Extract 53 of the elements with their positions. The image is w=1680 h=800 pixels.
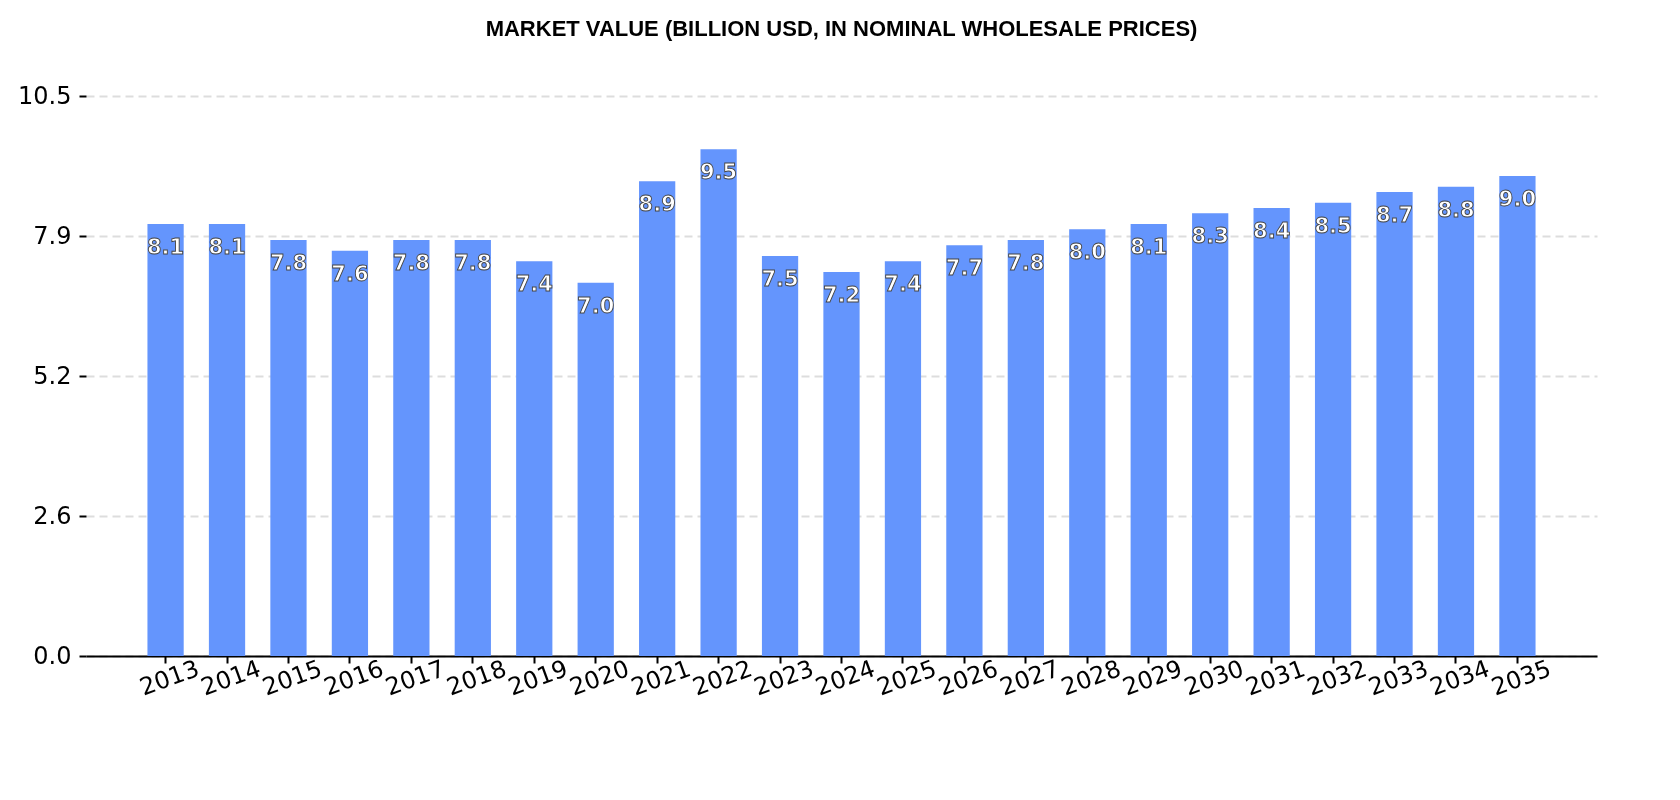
bar: [1192, 213, 1229, 656]
data-label: 7.2: [822, 283, 861, 307]
data-label: 8.8: [1437, 197, 1475, 222]
y-tick-label: 2.6: [33, 501, 72, 530]
bar: [577, 282, 614, 656]
data-label: 7.8: [392, 251, 430, 275]
bar: [270, 240, 307, 656]
bar: [331, 250, 369, 656]
data-label: 8.1: [1130, 235, 1168, 259]
data-label: 8.1: [208, 235, 246, 259]
data-label: 8.5: [1314, 213, 1352, 238]
data-label: 7.5: [761, 267, 799, 291]
bar: [761, 256, 799, 656]
y-tick-label: 7.9: [33, 221, 72, 250]
data-label: 8.3: [1191, 224, 1229, 249]
bar: [884, 261, 922, 656]
bar: [1314, 202, 1352, 656]
data-label: 9.5: [700, 160, 738, 185]
data-label: 8.9: [638, 192, 676, 217]
y-tick-label: 5.2: [33, 361, 72, 390]
bar: [823, 272, 860, 656]
data-label: 7.4: [884, 272, 922, 297]
data-label: 8.7: [1375, 203, 1414, 227]
bar: [639, 181, 676, 656]
bar: [147, 224, 184, 656]
bar: [516, 261, 553, 656]
data-label: 8.0: [1068, 240, 1106, 265]
chart-title: MARKET VALUE (BILLION USD, IN NOMINAL WHOLESALE PRICES): [485, 16, 1198, 41]
bar: [454, 240, 491, 656]
data-label: 7.8: [454, 251, 492, 275]
data-label: 7.0: [577, 293, 615, 318]
bar: [1437, 186, 1475, 656]
bar: [946, 245, 983, 656]
data-label: 8.1: [146, 235, 185, 259]
data-label: 7.4: [515, 272, 553, 297]
bar: [1007, 240, 1044, 656]
bar: [1130, 224, 1167, 656]
data-label: 7.6: [331, 261, 369, 286]
data-label: 7.7: [945, 256, 983, 281]
bar: [700, 149, 737, 656]
bar: [1499, 176, 1536, 656]
data-label: 7.8: [269, 251, 308, 275]
y-tick-label: 0.0: [33, 641, 72, 670]
data-label: 7.8: [1007, 251, 1045, 275]
data-label: 8.4: [1253, 219, 1291, 243]
bar: [1253, 208, 1290, 656]
x-tick-label: 2035: [1487, 654, 1555, 702]
y-tick-label: 10.5: [18, 81, 72, 110]
data-label: 9.0: [1498, 187, 1537, 211]
bar: [1376, 192, 1413, 656]
bar: [208, 224, 246, 656]
bar: [1069, 229, 1106, 656]
bar: [393, 240, 430, 656]
